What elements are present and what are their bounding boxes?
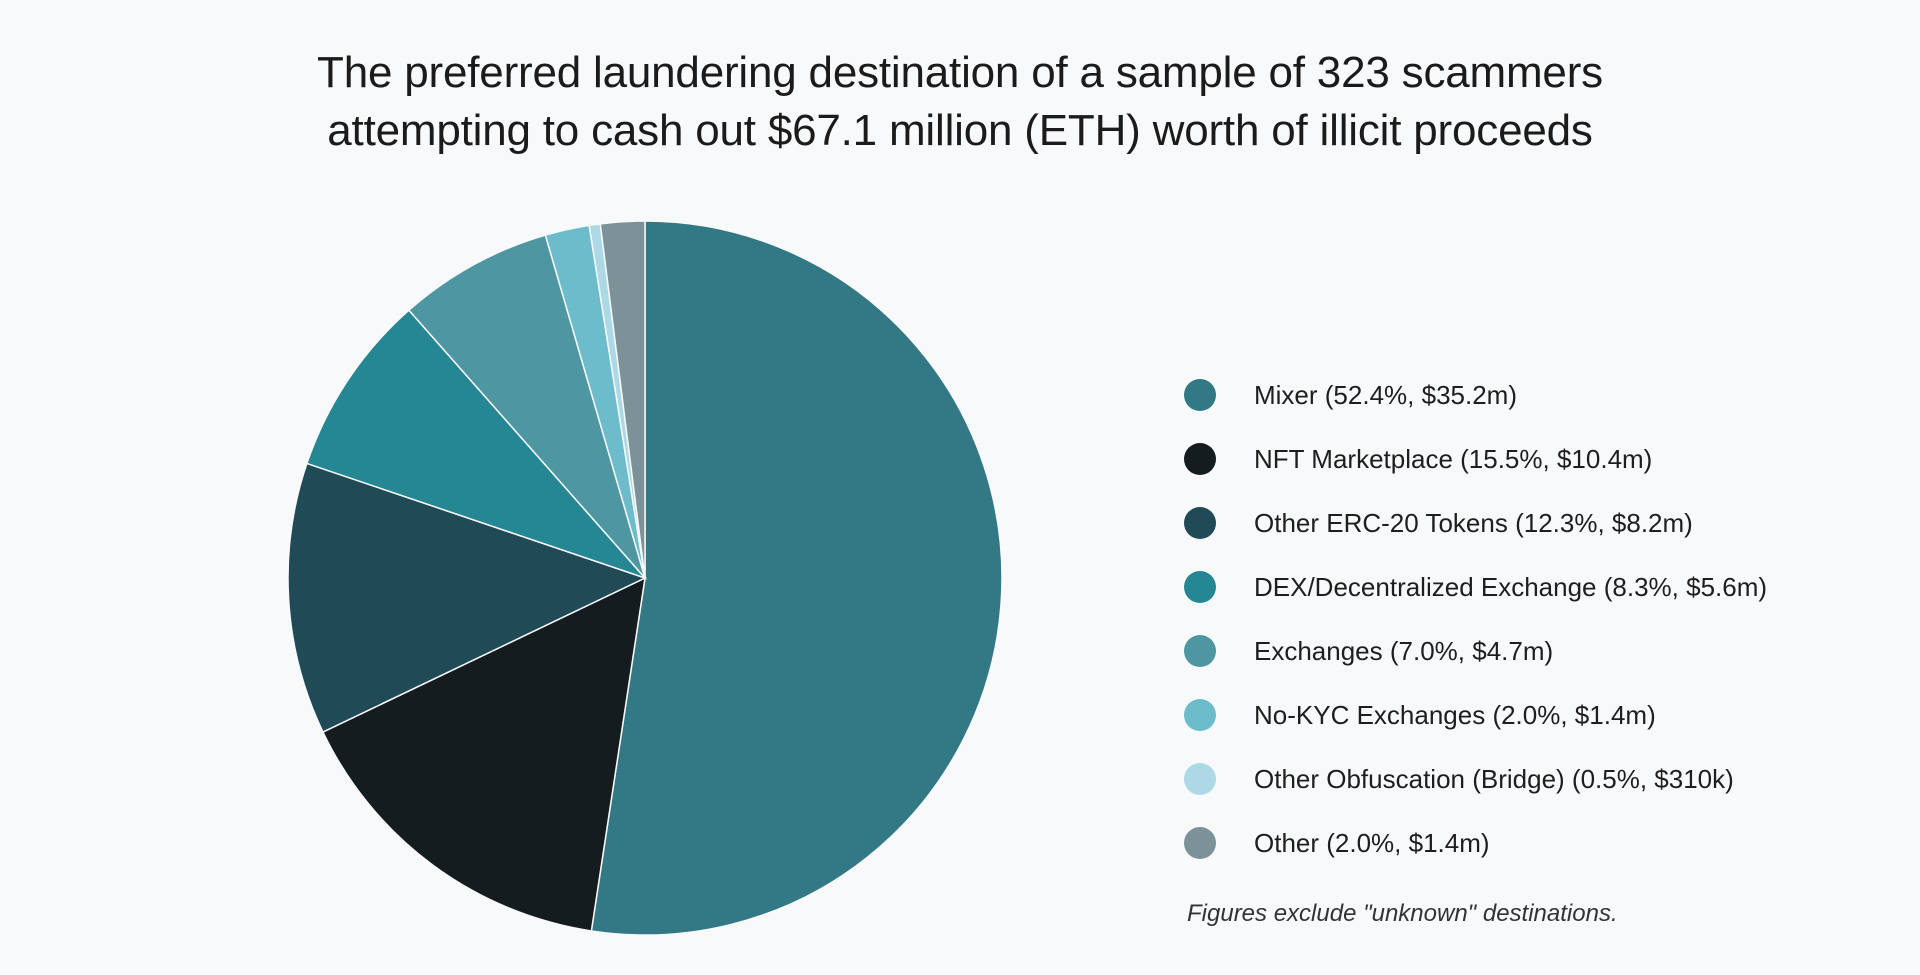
legend-item: NFT Marketplace (15.5%, $10.4m) bbox=[1184, 427, 1904, 491]
pie-slice bbox=[407, 234, 646, 579]
legend-label: DEX/Decentralized Exchange (8.3%, $5.6m) bbox=[1254, 571, 1768, 602]
legend-swatch bbox=[1184, 827, 1216, 859]
legend-label: Other Obfuscation (Bridge) (0.5%, $310k) bbox=[1254, 763, 1734, 794]
chart-title-line-2: attempting to cash out $67.1 million (ET… bbox=[327, 106, 1593, 155]
legend-label: Other (2.0%, $1.4m) bbox=[1254, 827, 1490, 858]
legend-swatch bbox=[1184, 379, 1216, 411]
legend-item: No-KYC Exchanges (2.0%, $1.4m) bbox=[1184, 683, 1904, 747]
legend-item: Exchanges (7.0%, $4.7m) bbox=[1184, 619, 1904, 683]
legend-swatch bbox=[1184, 443, 1216, 475]
legend-swatch bbox=[1184, 763, 1216, 795]
legend-label: No-KYC Exchanges (2.0%, $1.4m) bbox=[1254, 699, 1656, 730]
legend-swatch bbox=[1184, 571, 1216, 603]
legend-swatch bbox=[1184, 507, 1216, 539]
legend-label: Other ERC-20 Tokens (12.3%, $8.2m) bbox=[1254, 507, 1693, 538]
legend-label: NFT Marketplace (15.5%, $10.4m) bbox=[1254, 443, 1653, 474]
legend-swatch bbox=[1184, 699, 1216, 731]
legend-item: DEX/Decentralized Exchange (8.3%, $5.6m) bbox=[1184, 555, 1904, 619]
chart-legend: Mixer (52.4%, $35.2m) NFT Marketplace (15… bbox=[1184, 363, 1904, 875]
legend-label: Mixer (52.4%, $35.2m) bbox=[1254, 379, 1517, 410]
pie-slice bbox=[321, 576, 646, 932]
chart-footnote: Figures exclude "unknown" destinations. bbox=[1187, 900, 1618, 927]
legend-item: Other ERC-20 Tokens (12.3%, $8.2m) bbox=[1184, 491, 1904, 555]
pie-slice bbox=[305, 309, 648, 580]
pie-slice bbox=[590, 220, 1003, 936]
legend-label: Exchanges (7.0%, $4.7m) bbox=[1254, 635, 1554, 666]
legend-item: Other (2.0%, $1.4m) bbox=[1184, 811, 1904, 875]
chart-title: The preferred laundering destination of … bbox=[0, 44, 1920, 160]
pie-slice bbox=[599, 220, 646, 579]
legend-swatch bbox=[1184, 635, 1216, 667]
legend-item: Mixer (52.4%, $35.2m) bbox=[1184, 363, 1904, 427]
legend-item: Other Obfuscation (Bridge) (0.5%, $310k) bbox=[1184, 747, 1904, 811]
pie-slice bbox=[287, 462, 647, 734]
chart-title-line-1: The preferred laundering destination of … bbox=[317, 48, 1603, 97]
